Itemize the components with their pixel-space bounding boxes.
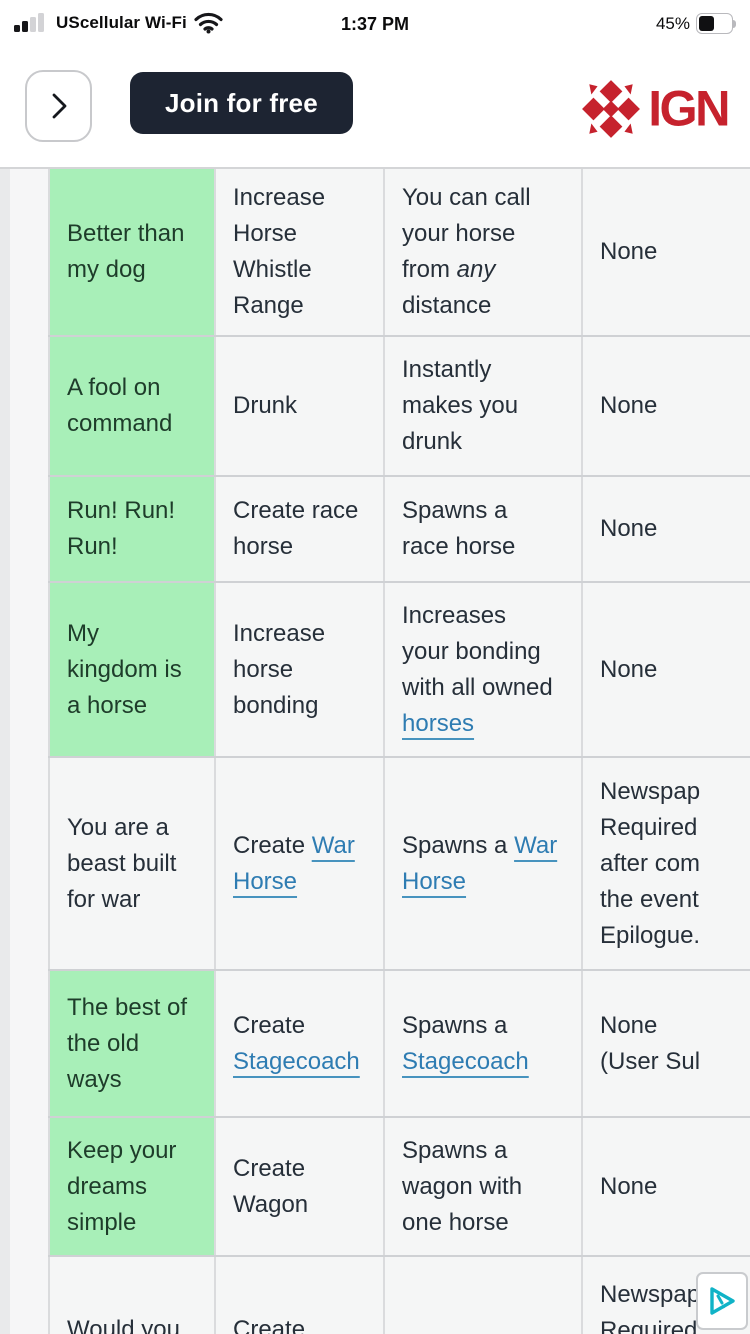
- table-row: Would you Create Newspap Required: [48, 1257, 750, 1334]
- cell-text: None: [600, 655, 658, 683]
- table-cell: Create: [216, 1257, 385, 1334]
- cell-text: Create race horse: [233, 497, 359, 560]
- cell-text: Increase Horse Whistle Range: [233, 184, 326, 319]
- table-row: Keep your dreams simple Create Wagon Spawn…: [48, 1118, 750, 1257]
- table-cell: Create race horse: [216, 477, 385, 581]
- table-cell: Newspap Required after com the event Epi…: [583, 758, 750, 969]
- adchoices-badge[interactable]: [696, 1272, 748, 1330]
- table-cell: You can call your horse from any distanc…: [385, 169, 583, 335]
- table-cell: None: [583, 337, 750, 475]
- table-cell: Spawns a wagon with one horse: [385, 1118, 583, 1255]
- table-cell: None: [583, 169, 750, 335]
- table-row: Run! Run! Run! Create race horse Spawns a …: [48, 477, 750, 583]
- table-cell: Increase Horse Whistle Range: [216, 169, 385, 335]
- wifi-icon: [194, 12, 223, 34]
- table-cell: Keep your dreams simple: [48, 1118, 216, 1255]
- table-cell: You are a beast built for war: [48, 758, 216, 969]
- ign-logo[interactable]: IGN: [580, 78, 730, 140]
- table-cell: None: [583, 1118, 750, 1255]
- cell-text: None: [600, 238, 658, 265]
- adchoices-icon: [710, 1287, 735, 1315]
- cell-text: My kingdom is a horse: [67, 619, 182, 719]
- table-cell: Create Wagon: [216, 1118, 385, 1255]
- cell-text: Create: [233, 1011, 306, 1039]
- table-cell: The best of the old ways: [48, 971, 216, 1116]
- cell-text: A fool on command: [67, 374, 173, 437]
- table-cell: Drunk: [216, 337, 385, 475]
- ign-logo-text: IGN: [648, 80, 730, 137]
- cell-text: distance: [402, 292, 492, 319]
- ign-flower-icon: [582, 80, 641, 138]
- cell-text: Better than my dog: [67, 220, 185, 283]
- cell-text: Would you: [67, 1316, 180, 1334]
- cell-text: Create: [233, 1316, 306, 1334]
- battery-percent-label: 45%: [655, 13, 690, 33]
- table-cell: Spawns a Stagecoach: [385, 971, 583, 1116]
- cell-text: None: [600, 1172, 658, 1200]
- italic-text: any: [456, 256, 496, 283]
- table-cell: Create Stagecoach: [216, 971, 385, 1116]
- cell-text: Create: [233, 831, 312, 859]
- cell-text: Spawns a: [402, 831, 515, 859]
- table-row: You are a beast built for war Create War …: [48, 758, 750, 971]
- table-cell: Spawns a War Horse: [385, 758, 583, 969]
- table-cell: None: [583, 477, 750, 581]
- cell-text: Instantly makes you drunk: [402, 356, 519, 455]
- cell-text: Spawns a: [402, 1011, 508, 1039]
- cell-text: Increase horse bonding: [233, 619, 326, 719]
- cell-text: Run! Run! Run!: [67, 497, 176, 560]
- cell-link[interactable]: Stagecoach: [233, 1047, 360, 1075]
- carrier-label: UScellular Wi-Fi: [56, 13, 187, 32]
- cell-text: Spawns a race horse: [402, 497, 516, 560]
- table-row: Better than my dog Increase Horse Whistle…: [48, 169, 750, 337]
- table-cell: My kingdom is a horse: [48, 583, 216, 756]
- cell-text: Drunk: [233, 392, 298, 419]
- page-left-gutter: [0, 169, 48, 1334]
- table-cell: None (User Sul: [583, 971, 750, 1116]
- table-row: A fool on command Drunk Instantly makes yo…: [48, 337, 750, 477]
- site-header: Join for free IGN: [0, 56, 750, 169]
- table-cell: Increases your bonding with all owned ho…: [385, 583, 583, 756]
- cell-text: You are a beast built for war: [67, 813, 177, 913]
- cell-text: None: [600, 515, 658, 542]
- chevron-right-icon: [52, 93, 66, 119]
- cell-link[interactable]: horses: [402, 709, 475, 737]
- cell-text: Spawns a wagon with one horse: [402, 1136, 523, 1236]
- table-cell: Would you: [48, 1257, 216, 1334]
- cell-text: Newspap Required after com the event Epi…: [600, 777, 701, 949]
- battery-icon: [696, 13, 738, 34]
- cellular-signal-icon: [14, 13, 44, 32]
- status-bar: UScellular Wi-Fi 1:37 PM 45%: [0, 0, 750, 56]
- table-cell: Instantly makes you drunk: [385, 337, 583, 475]
- table-row: The best of the old ways Create Stagecoac…: [48, 971, 750, 1118]
- join-for-free-button[interactable]: Join for free: [130, 72, 353, 134]
- cell-text: Increases your bonding with all owned: [402, 601, 553, 701]
- table-cell: Create War Horse: [216, 758, 385, 969]
- cell-text: The best of the old ways: [67, 993, 188, 1093]
- table-cell: None: [583, 583, 750, 756]
- cell-text: None: [600, 392, 658, 419]
- clock: 1:37 PM: [340, 14, 410, 34]
- table-cell: Run! Run! Run!: [48, 477, 216, 581]
- cell-link[interactable]: War Horse: [233, 831, 355, 895]
- cheats-table: Better than my dog Increase Horse Whistle…: [48, 169, 750, 1334]
- expand-nav-button[interactable]: [25, 70, 92, 142]
- cell-link[interactable]: War Horse: [402, 831, 558, 895]
- table-cell: [385, 1257, 583, 1334]
- cell-text: Create Wagon: [233, 1154, 309, 1218]
- cell-text: Newspap Required: [600, 1281, 701, 1334]
- cell-text: You can call your horse from: [402, 184, 531, 283]
- cell-link[interactable]: Stagecoach: [402, 1047, 529, 1075]
- cell-text: Keep your dreams simple: [67, 1136, 177, 1236]
- table-cell: Better than my dog: [48, 169, 216, 335]
- table-row: My kingdom is a horse Increase horse bond…: [48, 583, 750, 758]
- table-cell: Increase horse bonding: [216, 583, 385, 756]
- cell-text: None (User Sul: [600, 1011, 701, 1075]
- table-cell: A fool on command: [48, 337, 216, 475]
- table-cell: Spawns a race horse: [385, 477, 583, 581]
